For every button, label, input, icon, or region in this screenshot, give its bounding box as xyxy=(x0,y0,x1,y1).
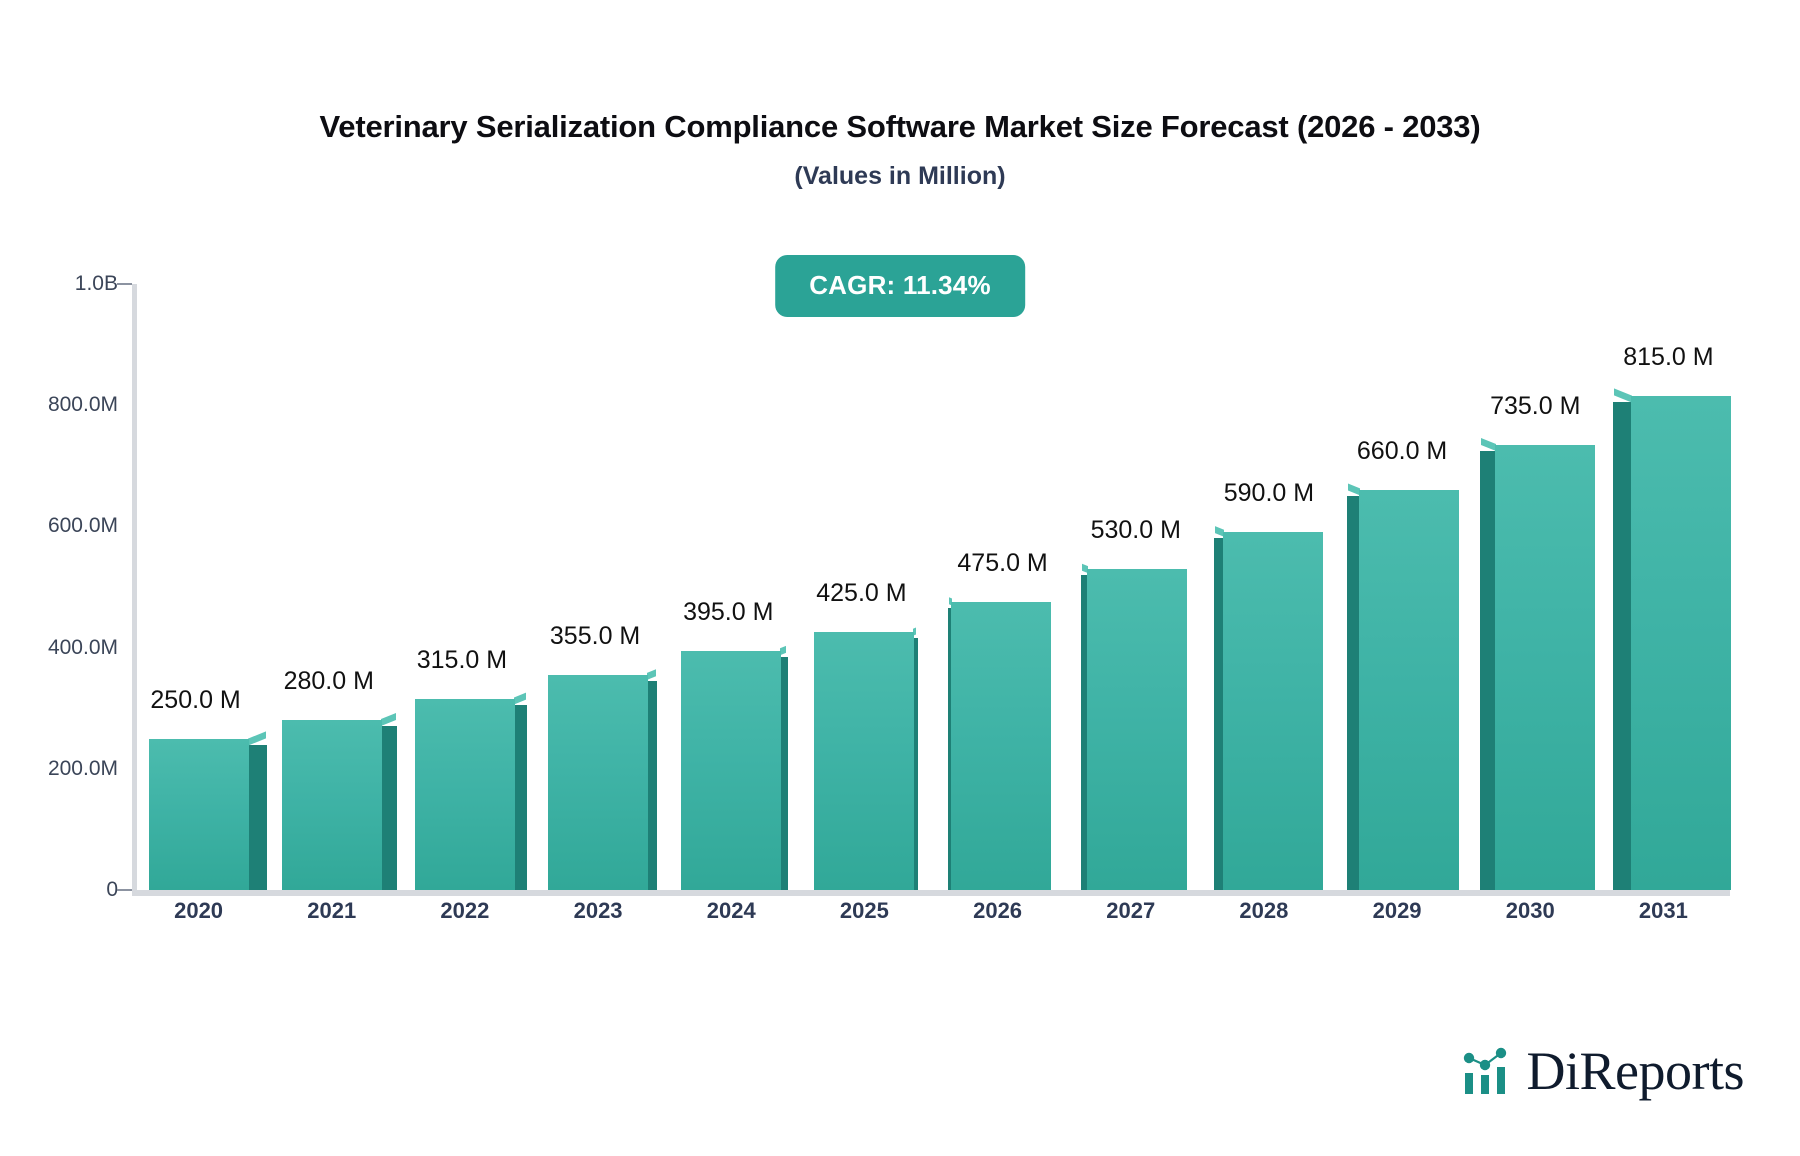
x-axis: 2020 2021 2022 2023 2024 2025 2026 2027 2028 2029… xyxy=(132,898,1730,938)
bar-front-face xyxy=(1495,444,1596,890)
bar-value-label: 355.0 M xyxy=(549,621,641,650)
bar-side-face xyxy=(514,705,528,890)
y-axis-tick-mark xyxy=(117,889,132,891)
bar-side-face xyxy=(648,680,658,890)
x-axis-tick-label: 2022 xyxy=(440,898,490,923)
bar-front-face xyxy=(414,699,515,890)
bar-value-label: 475.0 M xyxy=(957,549,1048,578)
bar-side-face xyxy=(1213,538,1224,890)
bar-column[interactable]: 475.0 M xyxy=(947,284,1052,890)
bar-column[interactable]: 395.0 M xyxy=(681,284,788,890)
x-axis-tick-label: 2020 xyxy=(174,898,224,923)
bar-value-label: 735.0 M xyxy=(1490,391,1581,420)
bar-column[interactable]: 735.0 M xyxy=(1480,284,1596,890)
bar-value-label: 660.0 M xyxy=(1356,437,1448,466)
bar-value-label: 315.0 M xyxy=(416,646,508,675)
bar-side-face xyxy=(1613,402,1632,890)
bar-top-face xyxy=(380,713,396,727)
y-axis-tick-label: 200.0M xyxy=(47,756,118,780)
bar-column[interactable]: 590.0 M xyxy=(1213,284,1324,890)
x-axis-tick-label: 2029 xyxy=(1372,898,1422,923)
bar-value-label: 530.0 M xyxy=(1090,515,1181,544)
bar-column[interactable]: 250.0 M xyxy=(148,284,267,890)
bar-column[interactable]: 660.0 M xyxy=(1347,284,1460,890)
title-block: Veterinary Serialization Compliance Soft… xyxy=(0,108,1800,191)
bar-side-face xyxy=(1347,496,1360,890)
bar-column[interactable]: 425.0 M xyxy=(814,284,918,890)
y-axis-tick-mark xyxy=(117,283,132,285)
bar-front-face xyxy=(1359,490,1460,890)
bar-top-face xyxy=(1614,388,1633,403)
bar-side-face xyxy=(914,638,918,890)
x-axis-tick-label: 2028 xyxy=(1239,898,1289,923)
bar-front-face xyxy=(681,650,782,890)
bar-side-face xyxy=(381,726,397,890)
y-axis-tick-label: 1.0B xyxy=(74,272,118,295)
bar-chart-icon xyxy=(1461,1045,1519,1097)
bar-top-face xyxy=(513,692,527,705)
bar-column[interactable]: 530.0 M xyxy=(1080,284,1188,890)
y-axis-tick-label: 600.0M xyxy=(47,514,118,538)
bar-column[interactable]: 815.0 M xyxy=(1613,284,1732,890)
cagr-badge: CAGR: 11.34% xyxy=(775,255,1025,317)
bar-front-face xyxy=(548,674,649,890)
bar-top-face xyxy=(247,730,266,746)
y-axis-line xyxy=(132,284,137,890)
bar-front-face xyxy=(1223,532,1324,890)
bar-column[interactable]: 280.0 M xyxy=(281,284,397,890)
bar-value-label: 280.0 M xyxy=(283,667,374,696)
x-axis-tick-label: 2027 xyxy=(1106,898,1156,923)
bar-value-label: 815.0 M xyxy=(1623,343,1714,372)
x-axis-tick-label: 2031 xyxy=(1638,898,1688,923)
x-axis-tick-label: 2023 xyxy=(573,898,623,923)
y-axis: 0 200.0M 400.0M 600.0M 800.0M 1.0B xyxy=(0,272,132,901)
bar-side-face xyxy=(1080,574,1088,890)
bar-front-face xyxy=(1087,568,1188,890)
bar-value-label: 395.0 M xyxy=(683,597,774,626)
bar-front-face xyxy=(951,602,1052,890)
y-axis-tick-label: 400.0M xyxy=(47,635,118,659)
bar-front-face xyxy=(281,720,382,890)
brand-name: DiReports xyxy=(1526,1041,1745,1101)
bar-side-face xyxy=(947,608,952,890)
brand-logo: DiReports xyxy=(1461,1041,1745,1101)
y-axis-tick-label: 800.0M xyxy=(47,393,118,417)
bar-value-label: 425.0 M xyxy=(816,579,907,608)
chart-subtitle: (Values in Million) xyxy=(794,162,1006,191)
x-axis-tick-label: 2024 xyxy=(706,898,756,923)
plot-area: 250.0 M 280.0 M 315.0 M 355.0 M 395.0 M 425.0… xyxy=(132,284,1732,896)
bar-side-face xyxy=(781,656,788,890)
bar-top-face xyxy=(647,669,657,680)
x-axis-tick-label: 2021 xyxy=(307,898,357,923)
bar-column[interactable]: 315.0 M xyxy=(414,284,528,890)
x-axis-line xyxy=(132,890,1730,896)
x-axis-tick-label: 2025 xyxy=(839,898,889,923)
y-axis-tick-label: 0 xyxy=(106,878,118,901)
bar-front-face xyxy=(1631,396,1732,890)
bar-side-face xyxy=(248,744,267,890)
bar-front-face xyxy=(814,632,915,890)
bar-value-label: 250.0 M xyxy=(150,685,241,714)
bar-column[interactable]: 355.0 M xyxy=(548,284,658,890)
x-axis-tick-label: 2030 xyxy=(1505,898,1555,923)
bar-value-label: 590.0 M xyxy=(1223,479,1315,508)
page-title: Veterinary Serialization Compliance Soft… xyxy=(319,109,1481,144)
x-axis-tick-label: 2026 xyxy=(973,898,1023,923)
bar-top-face xyxy=(1481,437,1497,451)
bar-side-face xyxy=(1480,450,1496,890)
bar-front-face xyxy=(148,738,249,890)
